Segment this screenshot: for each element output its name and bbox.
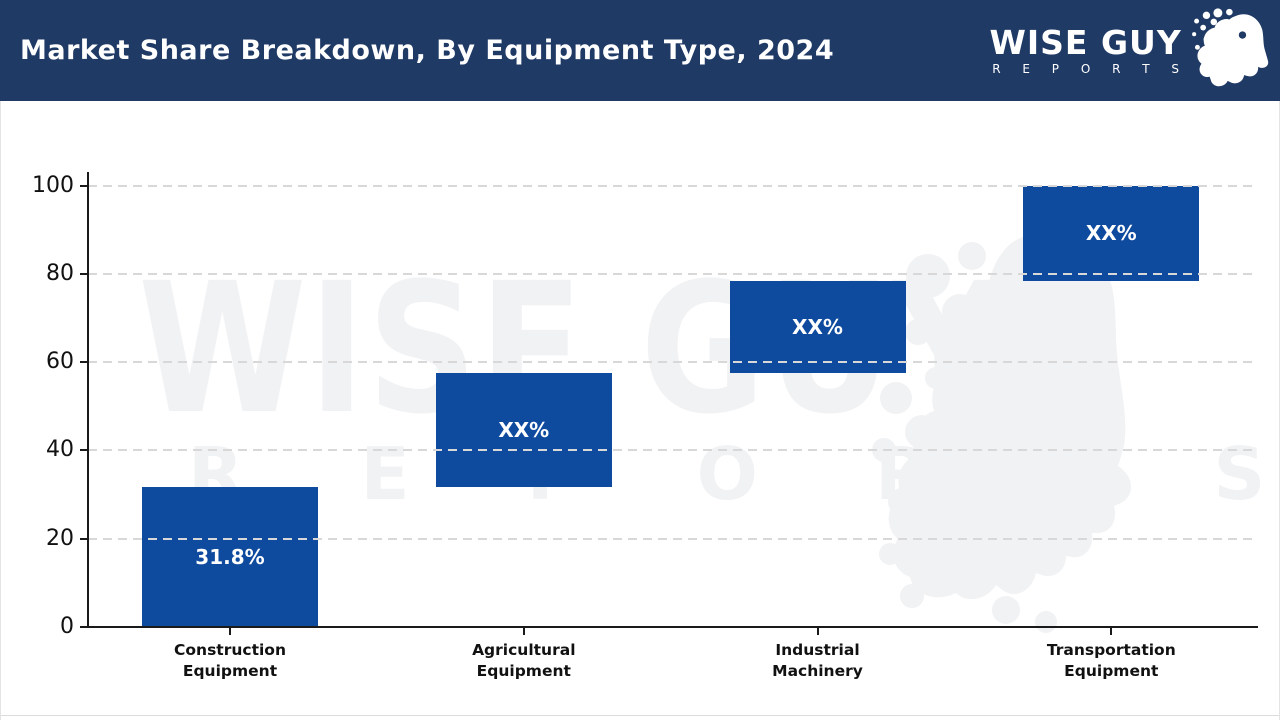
y-tick-20: [80, 537, 88, 540]
wiseguy-logo: WISE GUY R E P O R T S: [983, 5, 1272, 97]
x-axis-category-label-line: Equipment: [1064, 662, 1159, 680]
page-title: Market Share Breakdown, By Equipment Typ…: [20, 35, 835, 66]
x-tick-3: [1110, 628, 1113, 635]
y-tick-label: 20: [46, 525, 74, 551]
y-tick-label: 100: [32, 172, 74, 198]
y-tick-40: [80, 449, 88, 452]
y-tick-label: 0: [60, 614, 74, 639]
bar: [435, 373, 612, 487]
x-axis-category-label-line: Transportation: [1046, 641, 1176, 659]
wiseguy-logo-line1: WISE GUY: [989, 23, 1182, 63]
x-tick-2: [816, 628, 819, 635]
x-axis-category-label-line: Equipment: [182, 662, 278, 680]
bar-value-label: XX%: [498, 417, 550, 442]
gridline-y-40: [88, 449, 1257, 452]
gridline-y-60: [88, 361, 1257, 364]
x-axis-category-label-line: Agricultural: [472, 641, 576, 659]
y-tick-60: [80, 361, 88, 364]
wiseguy-logo-text: WISE GUY R E P O R T S: [983, 26, 1188, 76]
x-axis-category-label-line: Equipment: [476, 662, 571, 680]
wiseguy-face-icon: [1192, 8, 1269, 87]
y-tick-100: [80, 184, 88, 187]
bar: [729, 281, 906, 374]
x-axis-line: [87, 626, 1258, 628]
face-eye-dot: [1238, 31, 1247, 39]
header-bar: [0, 0, 1280, 101]
x-tick-1: [522, 628, 525, 635]
gridline-y-100: [88, 184, 1257, 187]
x-axis-category-label-line: Construction: [174, 641, 286, 659]
left-border: [0, 101, 1, 720]
x-tick-0: [229, 628, 231, 635]
y-tick-80: [80, 272, 88, 275]
bottom-border: [0, 715, 1280, 716]
y-tick-label: 40: [46, 437, 74, 463]
bar: [142, 486, 318, 627]
bar-value-label: XX%: [1085, 221, 1137, 246]
x-axis-category-label: Agricultural Equipment: [404, 640, 644, 682]
gridline-y-20: [88, 537, 1257, 540]
gridline-y-80: [88, 272, 1257, 275]
y-axis-line: [87, 172, 89, 628]
bar: [1023, 185, 1200, 282]
y-tick-0: [80, 626, 88, 628]
x-axis-category-label-line: Industrial: [775, 641, 860, 659]
bar-value-label: 31.8%: [195, 544, 265, 569]
y-tick-label: 80: [46, 260, 74, 286]
y-tick-label: 60: [46, 349, 74, 375]
x-axis-category-label-line: Machinery: [772, 662, 863, 680]
wiseguy-logo-line2: R E P O R T S: [992, 61, 1188, 76]
bar-value-label: XX%: [792, 315, 843, 340]
x-axis-category-label: Transportation Equipment: [991, 640, 1231, 682]
x-axis-category-label: Construction Equipment: [110, 640, 350, 682]
x-axis-category-label: Industrial Machinery: [698, 640, 938, 682]
